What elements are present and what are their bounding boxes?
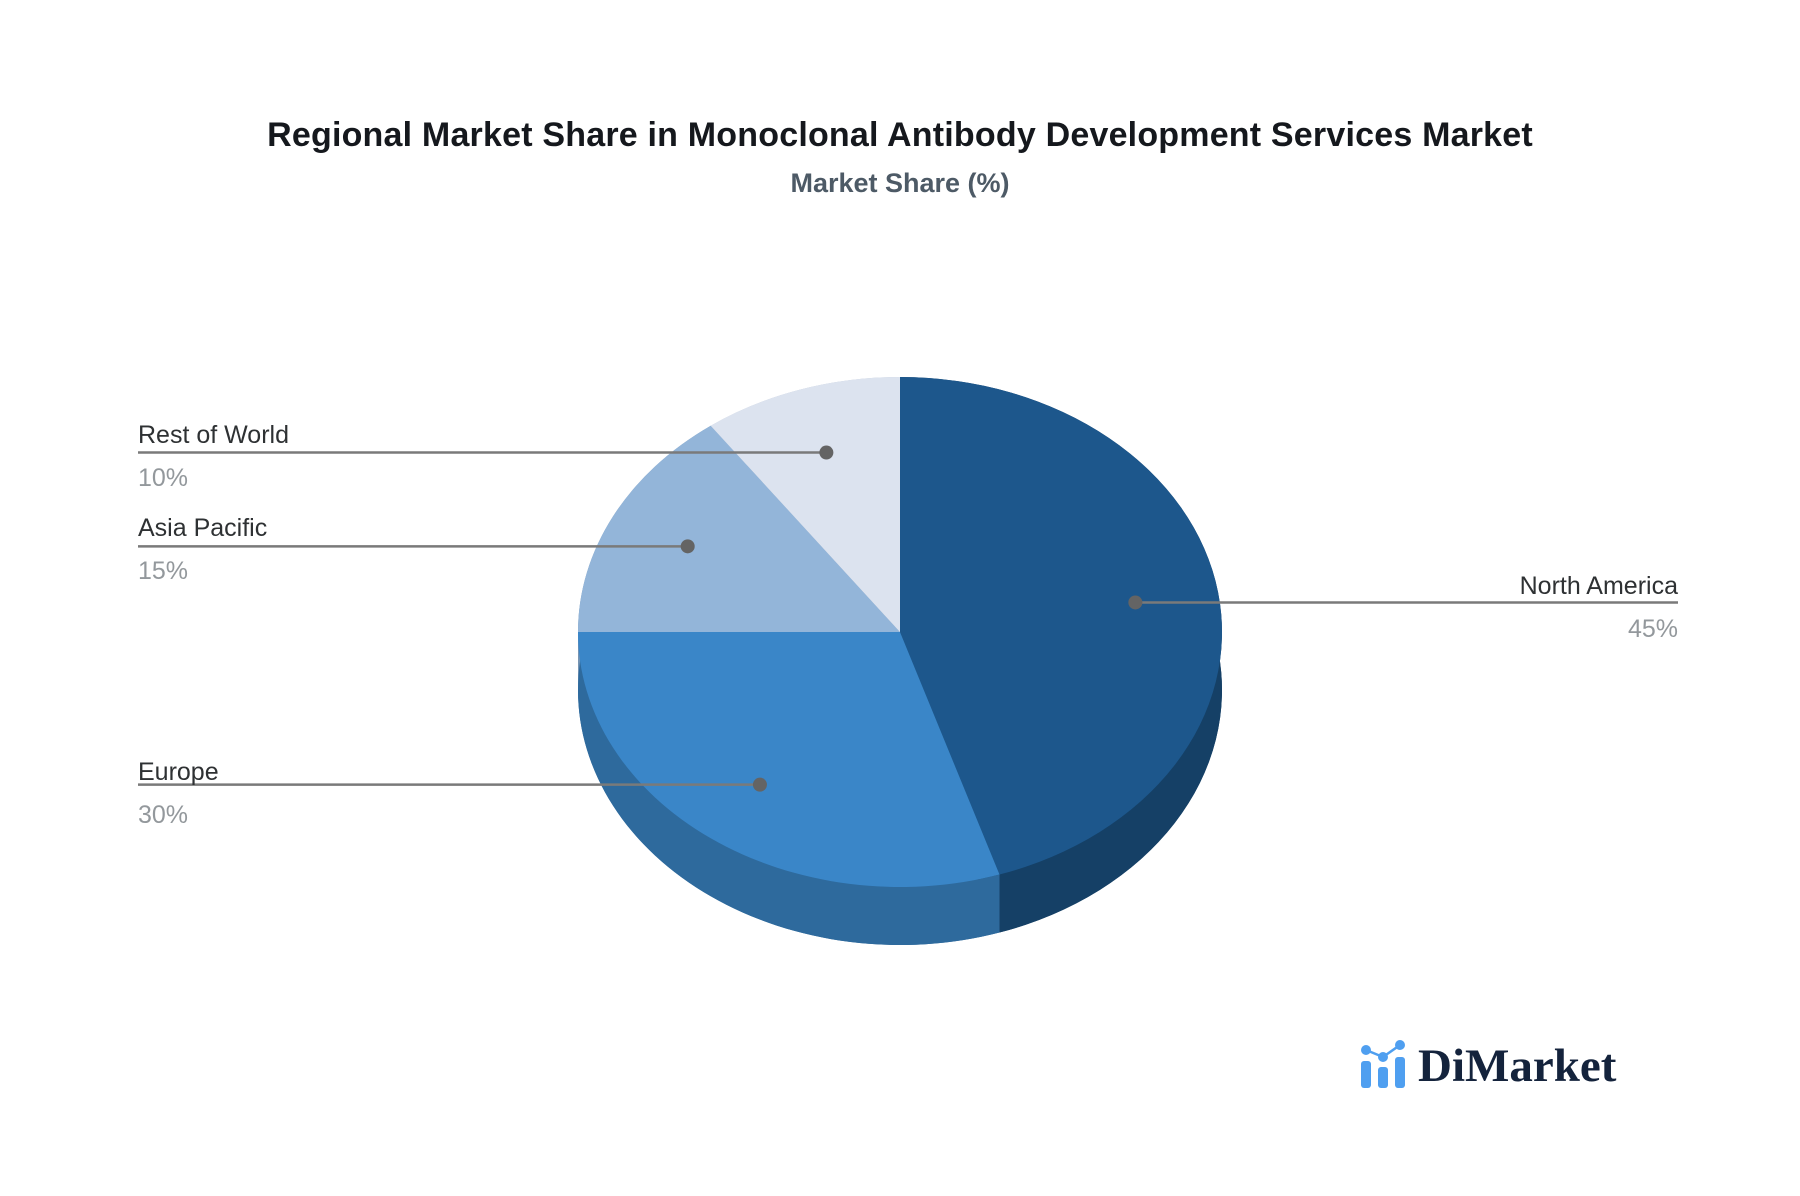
pie-slice-north-america[interactable] <box>900 377 1222 875</box>
dimarket-logo: DiMarket <box>1358 1036 1616 1090</box>
label-rest-of-world: Rest of World 10% <box>138 421 289 493</box>
label-europe-name: Europe <box>138 758 219 786</box>
label-europe-value: 30% <box>138 801 189 829</box>
leader-dot-rest-of-world <box>819 445 834 460</box>
label-europe: Europe 30% <box>138 758 219 830</box>
leader-dot-asia-pacific <box>680 539 695 554</box>
chart-title: Regional Market Share in Monoclonal Anti… <box>267 116 1533 154</box>
label-rest-of-world-value: 10% <box>138 464 189 492</box>
dimarket-logo-text: DiMarket <box>1418 1040 1617 1092</box>
label-asia-pacific-value: 15% <box>138 557 189 585</box>
label-rest-of-world-name: Rest of World <box>138 421 289 449</box>
leader-dot-north-america <box>1128 595 1143 610</box>
chart-subtitle: Market Share (%) <box>790 168 1010 198</box>
pie-slice-rest-of-world[interactable] <box>710 377 900 632</box>
label-north-america-value: 45% <box>1627 615 1678 643</box>
label-north-america-name: North America <box>1519 572 1678 600</box>
leader-dot-europe <box>752 777 767 792</box>
label-north-america: North America 45% <box>1520 572 1678 644</box>
pie-slice-asia-pacific[interactable] <box>578 425 900 632</box>
pie-slice-rim-europe <box>578 632 1000 945</box>
label-asia-pacific-name: Asia Pacific <box>138 514 268 542</box>
dimarket-logo-icon <box>1361 1040 1405 1088</box>
label-asia-pacific: Asia Pacific 15% <box>138 514 267 586</box>
pie-slice-europe[interactable] <box>578 632 1000 887</box>
